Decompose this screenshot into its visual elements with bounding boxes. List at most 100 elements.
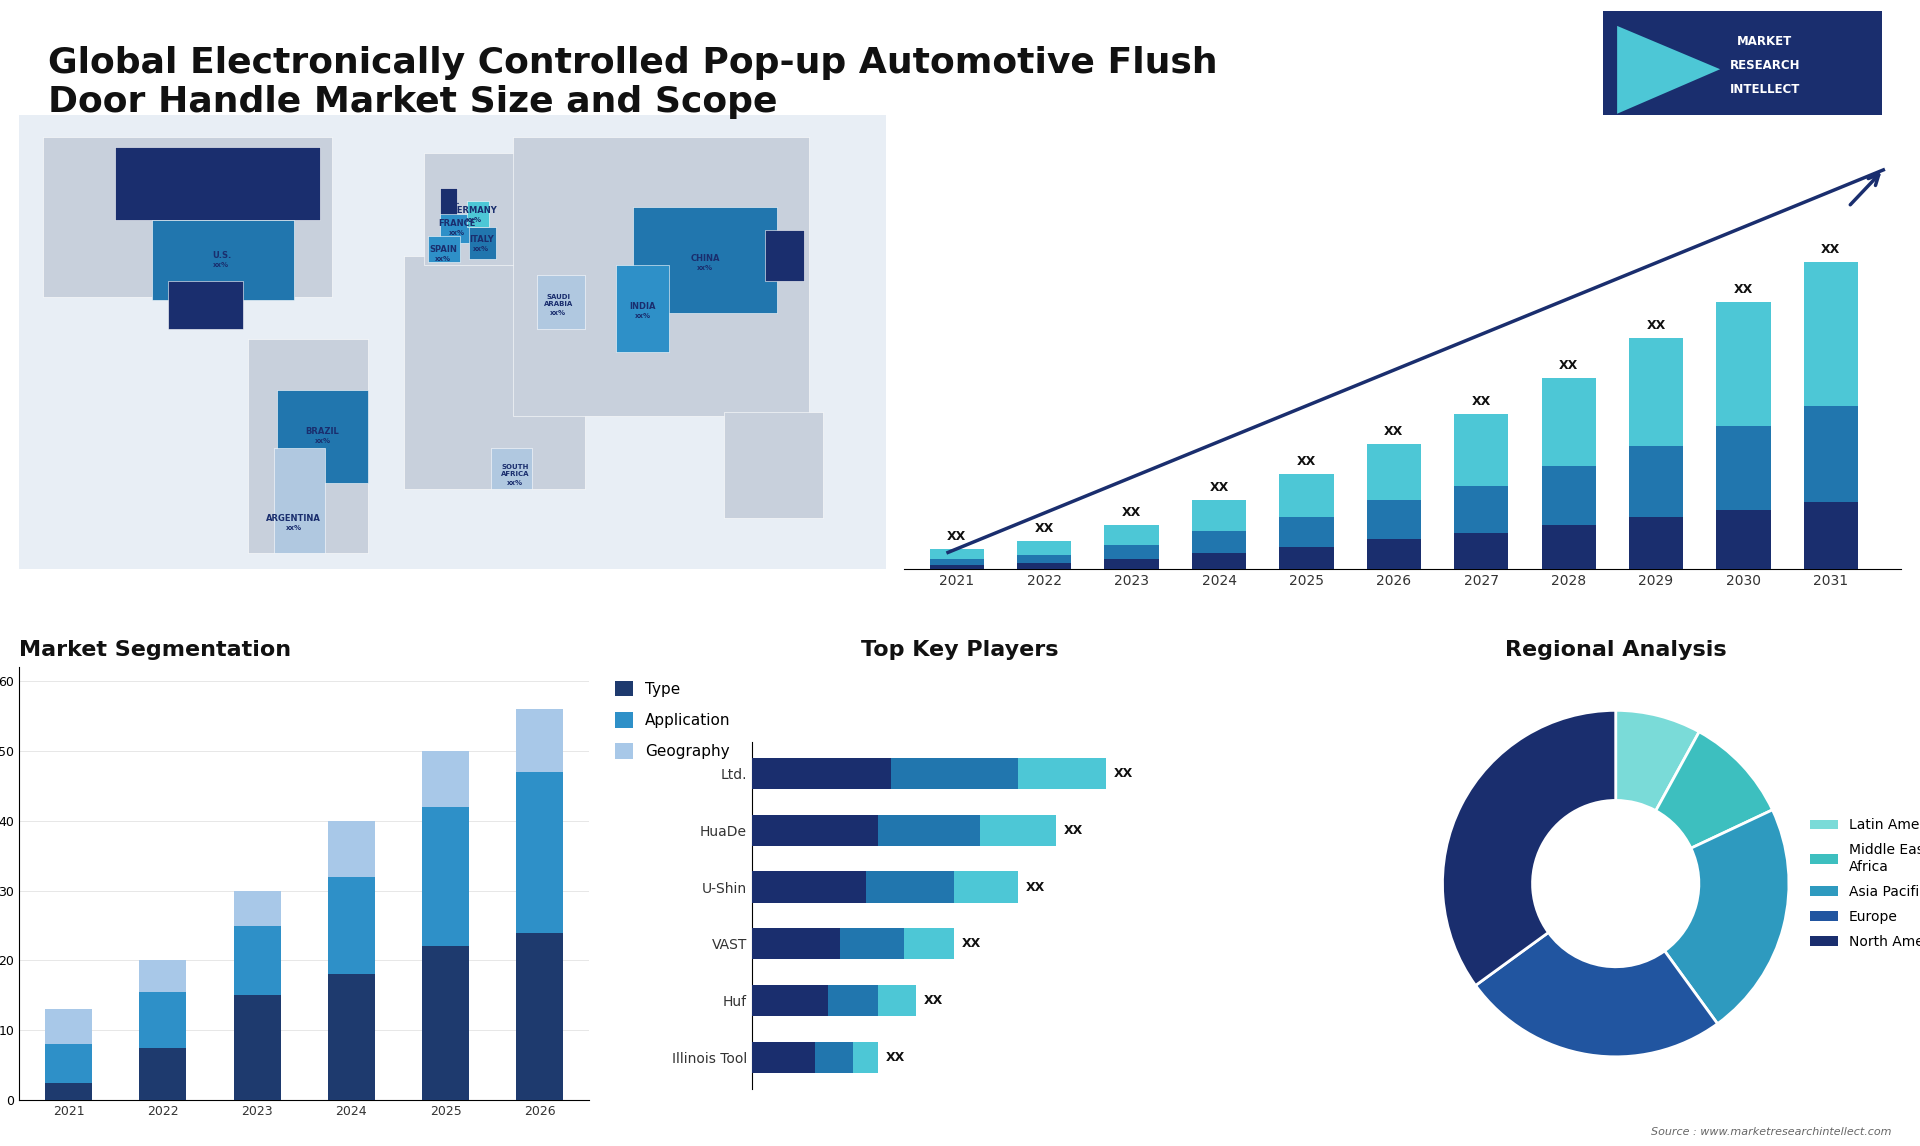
Text: xx%: xx% xyxy=(213,262,230,268)
Text: ARGENTINA: ARGENTINA xyxy=(267,513,321,523)
Bar xyxy=(753,1042,816,1073)
Bar xyxy=(1628,518,1684,570)
Bar xyxy=(828,984,879,1017)
Text: XX: XX xyxy=(1559,359,1578,371)
Text: XX: XX xyxy=(1384,425,1404,438)
Bar xyxy=(44,1010,92,1044)
Bar xyxy=(516,933,563,1100)
Polygon shape xyxy=(428,236,459,262)
Bar xyxy=(422,947,468,1100)
Text: XX: XX xyxy=(1035,523,1054,535)
Text: xx%: xx% xyxy=(434,256,451,261)
Wedge shape xyxy=(1665,810,1789,1023)
Bar xyxy=(1279,518,1334,548)
Bar xyxy=(929,565,983,570)
Bar xyxy=(1628,446,1684,518)
Text: XX: XX xyxy=(1210,480,1229,494)
Bar xyxy=(234,996,280,1100)
Bar xyxy=(328,877,374,974)
Bar xyxy=(1192,500,1246,532)
Bar xyxy=(1716,303,1770,425)
Text: XX: XX xyxy=(1121,507,1140,519)
Bar xyxy=(1628,338,1684,446)
Bar xyxy=(1192,554,1246,570)
Bar xyxy=(979,815,1056,846)
Bar xyxy=(234,926,280,996)
Polygon shape xyxy=(467,201,488,227)
Text: U.S.: U.S. xyxy=(211,251,230,260)
Bar xyxy=(516,771,563,933)
Polygon shape xyxy=(724,413,824,518)
Text: XX: XX xyxy=(1064,824,1083,837)
Bar xyxy=(328,821,374,877)
Polygon shape xyxy=(152,220,294,300)
Bar xyxy=(904,928,954,959)
Bar xyxy=(852,1042,879,1073)
Text: xx%: xx% xyxy=(196,313,213,320)
Bar xyxy=(1716,510,1770,570)
Polygon shape xyxy=(616,265,668,352)
Bar xyxy=(44,1044,92,1083)
Text: SOUTH
AFRICA: SOUTH AFRICA xyxy=(501,464,530,477)
Bar xyxy=(866,871,954,903)
Bar xyxy=(1716,425,1770,510)
Bar xyxy=(140,992,186,1047)
Bar xyxy=(1367,500,1421,540)
Bar xyxy=(954,871,1018,903)
Bar xyxy=(1018,541,1071,556)
Text: XX: XX xyxy=(1025,880,1044,894)
Polygon shape xyxy=(44,138,332,297)
Polygon shape xyxy=(513,138,808,416)
Polygon shape xyxy=(424,154,561,265)
Polygon shape xyxy=(634,207,778,313)
Text: ITALY: ITALY xyxy=(468,235,493,244)
Bar xyxy=(1542,526,1596,570)
Polygon shape xyxy=(405,256,586,489)
Bar xyxy=(1542,378,1596,465)
Wedge shape xyxy=(1442,711,1617,986)
Text: CHINA: CHINA xyxy=(691,254,720,264)
Text: XX: XX xyxy=(1647,319,1667,332)
Polygon shape xyxy=(248,339,369,554)
Polygon shape xyxy=(275,448,324,554)
Text: Source : www.marketresearchintellect.com: Source : www.marketresearchintellect.com xyxy=(1651,1127,1891,1137)
Bar xyxy=(234,890,280,926)
Bar xyxy=(1018,556,1071,564)
Bar xyxy=(1803,502,1859,570)
Wedge shape xyxy=(1655,732,1772,848)
Text: JAPAN: JAPAN xyxy=(770,251,799,260)
Bar xyxy=(1279,473,1334,518)
Bar xyxy=(44,1083,92,1100)
Polygon shape xyxy=(440,188,457,217)
Text: XX: XX xyxy=(885,1051,904,1063)
Legend: Latin America, Middle East &
Africa, Asia Pacific, Europe, North America: Latin America, Middle East & Africa, Asi… xyxy=(1805,813,1920,955)
Bar xyxy=(1367,540,1421,570)
Polygon shape xyxy=(468,227,495,259)
Bar xyxy=(879,815,979,846)
Bar xyxy=(929,549,983,559)
Text: SAUDI
ARABIA: SAUDI ARABIA xyxy=(543,293,572,307)
Text: XX: XX xyxy=(924,994,943,1007)
Bar xyxy=(1018,758,1106,790)
Bar xyxy=(1367,444,1421,500)
Text: Market Segmentation: Market Segmentation xyxy=(19,639,292,660)
Bar xyxy=(1453,414,1509,486)
Polygon shape xyxy=(1617,26,1720,113)
Bar xyxy=(816,1042,852,1073)
Text: XX: XX xyxy=(1296,455,1315,468)
Bar xyxy=(1192,532,1246,554)
Text: GERMANY: GERMANY xyxy=(451,206,497,215)
Title: Top Key Players: Top Key Players xyxy=(862,639,1058,660)
Text: xx%: xx% xyxy=(634,313,651,320)
Bar xyxy=(422,807,468,947)
Polygon shape xyxy=(276,390,369,482)
Text: RESEARCH: RESEARCH xyxy=(1730,60,1799,72)
Bar xyxy=(1453,486,1509,533)
Bar xyxy=(1104,545,1158,559)
Bar xyxy=(753,928,841,959)
Bar xyxy=(1803,406,1859,502)
Text: XX: XX xyxy=(1822,243,1841,256)
Text: U.K.: U.K. xyxy=(440,197,461,205)
Wedge shape xyxy=(1476,933,1718,1057)
Bar xyxy=(1542,465,1596,526)
